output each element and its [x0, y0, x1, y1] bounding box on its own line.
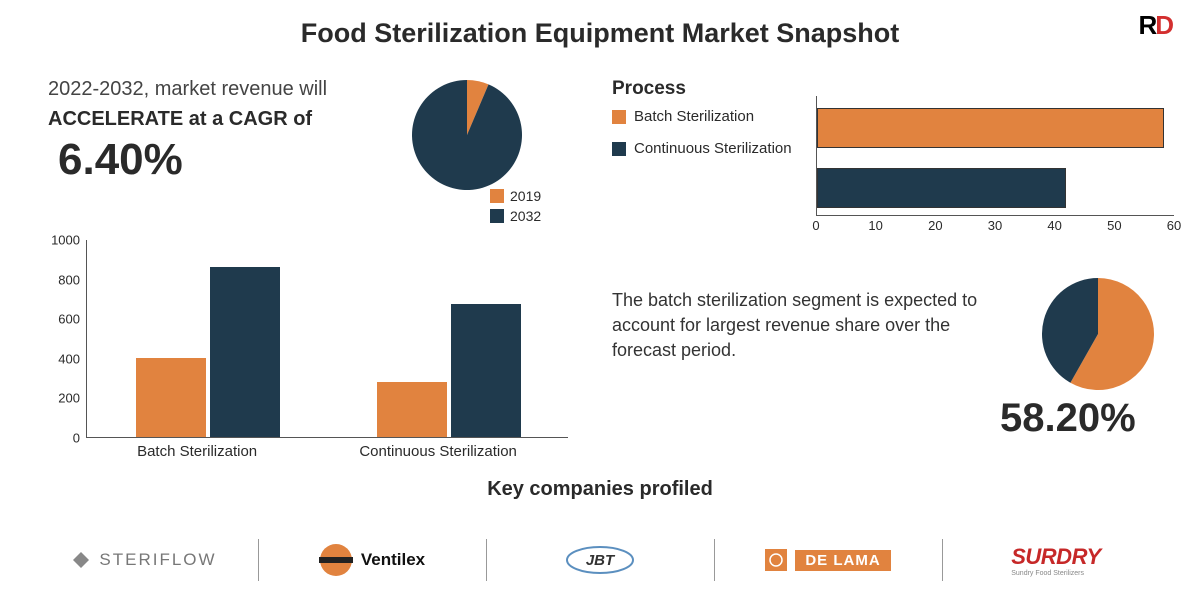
legend-swatch — [490, 189, 504, 203]
year-legend: 2019 2032 — [490, 188, 541, 228]
year-legend-item: 2019 — [490, 188, 541, 204]
legend-label: 2019 — [510, 188, 541, 204]
rd-logo-d: D — [1155, 10, 1172, 40]
grouped-bar-chart: 02004006008001000 Batch SterilizationCon… — [48, 240, 568, 460]
company-logo: Ventilex — [258, 531, 486, 589]
company-logo: DE LAMA — [714, 531, 942, 589]
hbar-xtick: 0 — [812, 218, 819, 233]
hbar-xtick: 30 — [988, 218, 1002, 233]
gbar-xlabel: Continuous Sterilization — [359, 443, 517, 460]
company-name: DE LAMA — [795, 550, 890, 571]
batch-description: The batch sterilization segment is expec… — [612, 288, 1012, 364]
legend-swatch — [490, 209, 504, 223]
legend-label: Batch Sterilization — [634, 108, 754, 126]
batch-percentage: 58.20% — [1000, 396, 1136, 441]
company-name: STERIFLOW — [99, 550, 216, 570]
gbar-ytick: 1000 — [51, 233, 80, 248]
rd-logo: RD — [1138, 10, 1172, 41]
hbar-xtick: 60 — [1167, 218, 1181, 233]
hbar-xtick: 10 — [868, 218, 882, 233]
jbt-icon: JBT — [565, 545, 635, 575]
legend-swatch — [612, 142, 626, 156]
hbar-xtick: 40 — [1047, 218, 1061, 233]
hbar — [817, 108, 1164, 148]
hbar — [817, 168, 1066, 208]
year-legend-item: 2032 — [490, 208, 541, 224]
cagr-period: 2022-2032, market revenue will — [48, 78, 388, 101]
steriflow-icon — [71, 550, 91, 570]
cagr-value: 6.40% — [58, 132, 183, 187]
gbar-ytick: 400 — [58, 351, 80, 366]
process-legend-item: Continuous Sterilization — [612, 140, 792, 158]
grouped-bar — [136, 358, 206, 437]
gbar-ytick: 800 — [58, 272, 80, 287]
cagr-accelerate-text: ACCELERATE at a CAGR of — [48, 107, 312, 132]
process-legend-item: Batch Sterilization — [612, 108, 792, 126]
hbar-xtick: 50 — [1107, 218, 1121, 233]
company-logo: JBT — [486, 531, 714, 589]
cagr-block: 2022-2032, market revenue will ACCELERAT… — [48, 78, 388, 187]
legend-label: Continuous Sterilization — [634, 140, 792, 158]
gbar-ytick: 0 — [73, 431, 80, 446]
grouped-bar — [377, 382, 447, 437]
legend-swatch — [612, 110, 626, 124]
process-heading: Process — [612, 78, 686, 100]
pie-large — [1042, 278, 1154, 395]
page-title: Food Sterilization Equipment Market Snap… — [0, 18, 1200, 49]
hbar-xtick: 20 — [928, 218, 942, 233]
pie-small — [412, 80, 522, 195]
key-companies-title: Key companies profiled — [0, 478, 1200, 501]
gbar-ytick: 200 — [58, 391, 80, 406]
ventilex-icon — [319, 543, 353, 577]
rd-logo-r: R — [1138, 10, 1155, 40]
grouped-bar — [451, 304, 521, 437]
pie-slice — [412, 80, 522, 190]
company-name: Ventilex — [361, 550, 425, 570]
company-logo: SURDRYSundry Food Sterilizers — [942, 531, 1170, 589]
delama-icon — [765, 549, 787, 571]
process-legend: Batch Sterilization Continuous Sterilizat… — [612, 108, 792, 172]
company-logo: STERIFLOW — [30, 531, 258, 589]
gbar-ytick: 600 — [58, 312, 80, 327]
cagr-line2: ACCELERATE at a CAGR of 6.40% — [48, 107, 388, 187]
company-name: SURDRYSundry Food Sterilizers — [1011, 544, 1101, 577]
process-hbar-chart: 0102030405060 — [816, 96, 1174, 246]
gbar-xlabel: Batch Sterilization — [137, 443, 257, 460]
svg-text:JBT: JBT — [586, 552, 616, 569]
company-tagline: Sundry Food Sterilizers — [1011, 570, 1101, 577]
company-logo-row: STERIFLOW Ventilex JBT DE LAMA SURDRYSundry … — [30, 531, 1170, 589]
legend-label: 2032 — [510, 208, 541, 224]
grouped-bar — [210, 267, 280, 437]
